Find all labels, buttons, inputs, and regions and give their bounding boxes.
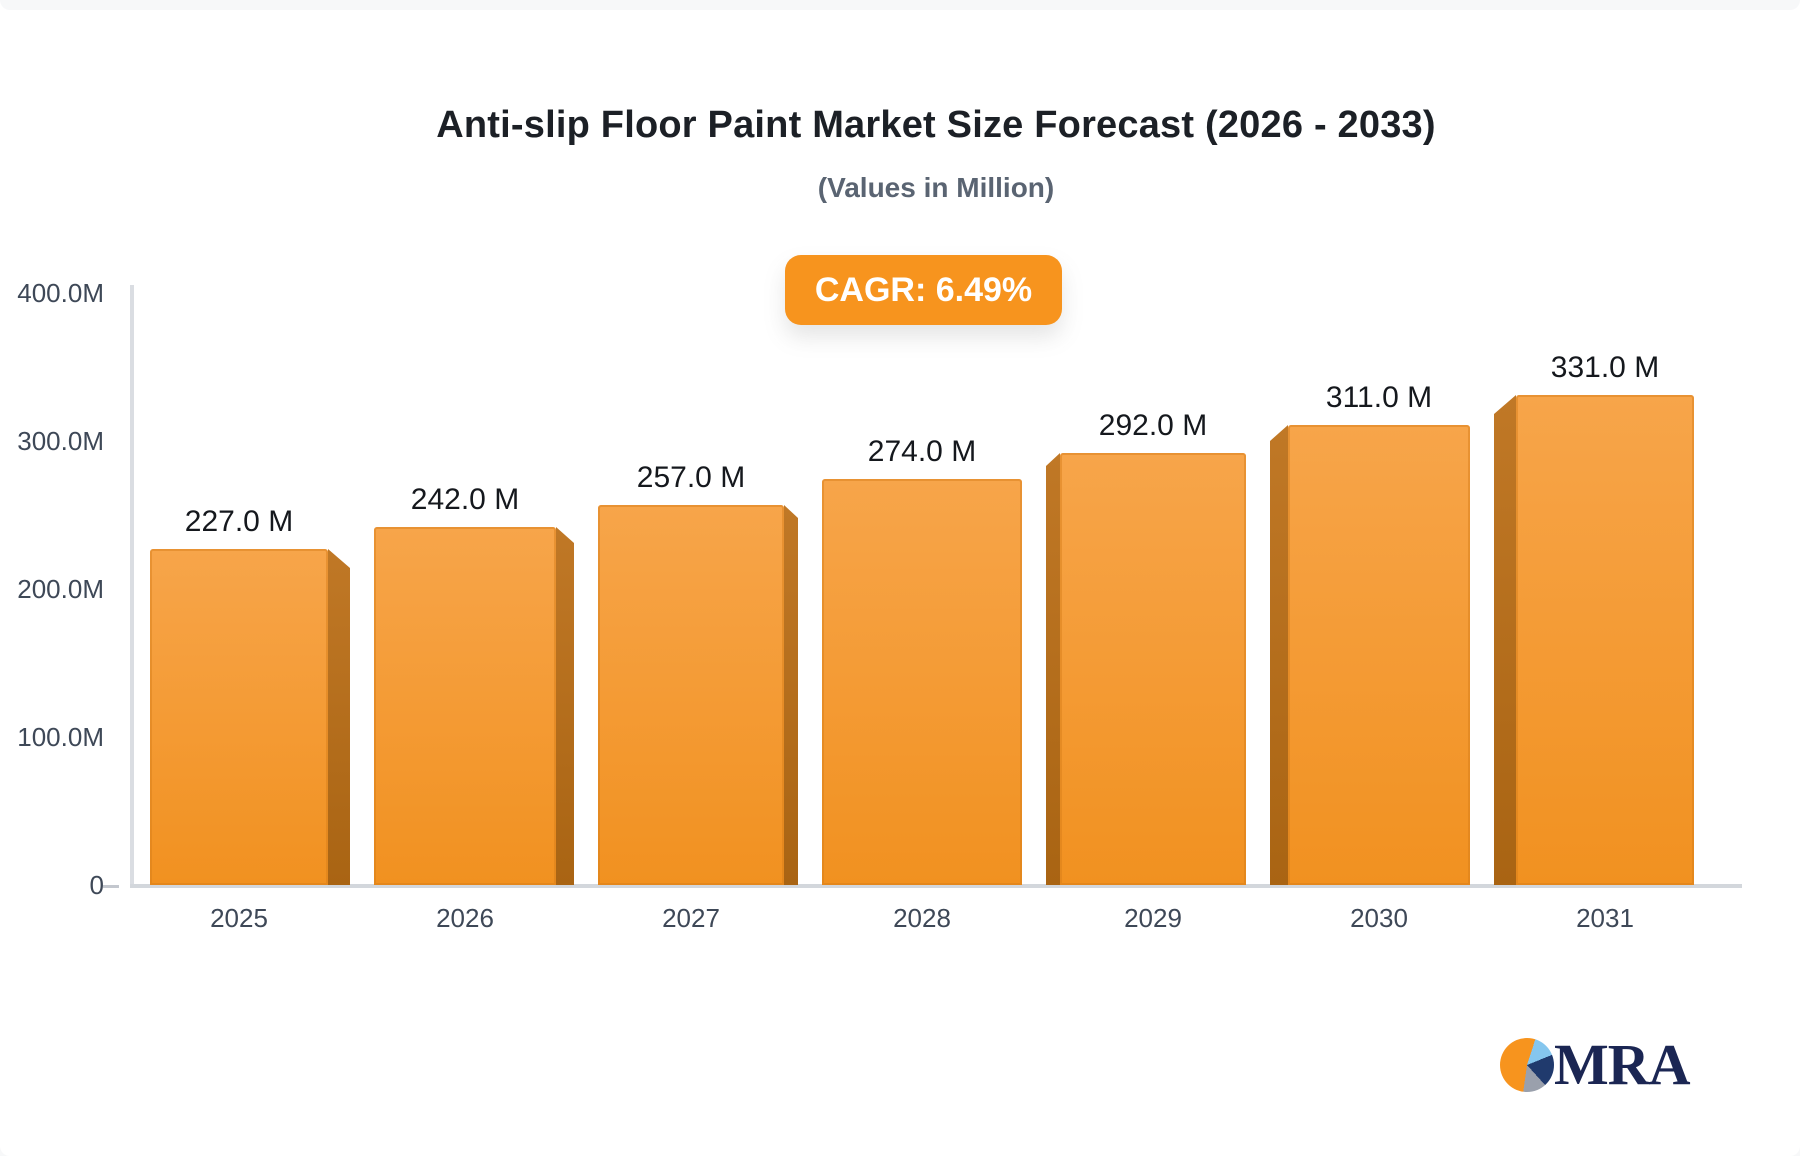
chart-title: Anti-slip Floor Paint Market Size Foreca… [436, 104, 1436, 146]
pie-chart-logo-icon [1500, 1038, 1554, 1092]
bar-2030 [1288, 425, 1470, 885]
x-tick-label-2027: 2027 [662, 903, 720, 933]
y-tick-label: 100.0M [17, 722, 104, 752]
zero-tick-mark [103, 885, 119, 888]
x-axis-line [130, 884, 1742, 888]
bar-2027 [598, 505, 784, 885]
bar-value-label-2030: 311.0 M [1325, 381, 1433, 414]
bar-2031 [1516, 395, 1694, 885]
page-margin-band [0, 0, 1800, 10]
y-tick-label: 200.0M [17, 574, 104, 604]
bar-value-label-2025: 227.0 M [184, 505, 294, 538]
bar-value-label-2029: 292.0 M [1098, 409, 1208, 442]
bar-side-2026 [556, 527, 574, 885]
bar-2029 [1060, 453, 1246, 885]
x-tick-label-2030: 2030 [1350, 903, 1408, 933]
bar-side-2025 [328, 549, 350, 885]
bar-value-label-2026: 242.0 M [410, 483, 520, 516]
bar-2026 [374, 527, 556, 885]
x-tick-label-2029: 2029 [1124, 903, 1182, 933]
bar-value-label-2027: 257.0 M [636, 461, 746, 494]
bar-2025 [150, 549, 328, 885]
y-tick-label: 400.0M [17, 278, 104, 308]
y-axis-line [130, 285, 134, 886]
x-tick-label-2031: 2031 [1576, 903, 1634, 933]
bar-side-2031 [1494, 395, 1516, 885]
chart-subtitle: (Values in Million) [817, 172, 1055, 203]
bar-2028 [822, 479, 1022, 885]
y-tick-label: 300.0M [17, 426, 104, 456]
bar-side-2027 [784, 505, 798, 885]
bar-side-2029 [1046, 453, 1060, 885]
y-tick-label: 0 [89, 870, 104, 900]
x-tick-label-2026: 2026 [436, 903, 494, 933]
cagr-badge-label: CAGR: 6.49% [814, 270, 1033, 309]
bar-value-label-2028: 274.0 M [867, 435, 977, 468]
bar-side-2030 [1270, 425, 1288, 885]
x-tick-label-2028: 2028 [893, 903, 951, 933]
cagr-badge: CAGR: 6.49% [785, 255, 1062, 325]
x-tick-label-2025: 2025 [210, 903, 268, 933]
bar-value-label-2031: 331.0 M [1550, 351, 1660, 384]
logo-text: MRA [1554, 1032, 1691, 1097]
mra-logo: MRA [1500, 1032, 1691, 1097]
